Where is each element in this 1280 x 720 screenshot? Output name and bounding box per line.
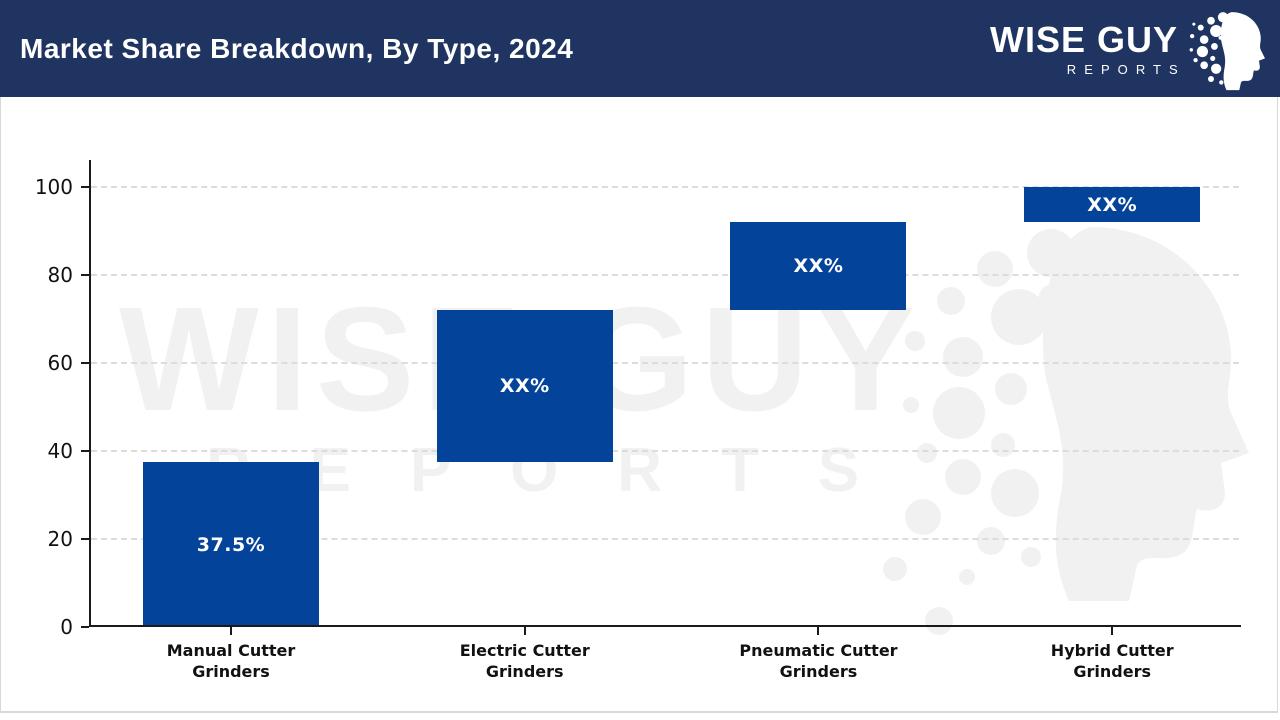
y-tick-40 — [81, 450, 89, 452]
header-bar: Market Share Breakdown, By Type, 2024 WI… — [0, 0, 1280, 97]
gridline-40 — [91, 450, 1239, 452]
gridline-60 — [91, 362, 1239, 364]
x-category-label: Electric Cutter Grinders — [459, 641, 590, 681]
watermark-head-icon — [883, 227, 1249, 635]
bar-value-label: XX% — [793, 255, 844, 278]
x-tick-3 — [1111, 627, 1114, 635]
y-tick-label: 60 — [47, 351, 73, 375]
bar-electric-cutter-grinders: XX% — [436, 310, 613, 462]
brand-text: WISE GUY REPORTS — [989, 18, 1178, 76]
chart-title: Market Share Breakdown, By Type, 2024 — [20, 32, 574, 64]
y-axis-line — [89, 160, 91, 627]
bar-hybrid-cutter-grinders: XX% — [1024, 187, 1201, 223]
x-category-label: Manual Cutter Grinders — [166, 641, 296, 681]
plot-area: 0 20 40 60 80 100 37.5% Manual Cutter Grinders X… — [35, 160, 1241, 681]
y-tick-label: 40 — [47, 439, 73, 463]
bar-value-label: XX% — [499, 375, 550, 398]
gridline-100 — [91, 186, 1239, 188]
x-axis-line — [89, 625, 1241, 627]
gridline-80 — [91, 274, 1239, 276]
x-tick-2 — [817, 627, 820, 635]
y-tick-60 — [81, 362, 89, 364]
bar-pneumatic-cutter-grinders: XX% — [730, 222, 907, 311]
x-tick-1 — [523, 627, 526, 635]
chart-area: WISE GUY REPORTS 0 20 40 60 80 100 37.5% Manual… — [0, 97, 1278, 713]
x-category-label: Pneumatic Cutter Grinders — [739, 641, 898, 681]
brand-head-icon — [1189, 11, 1265, 90]
brand-logo: WISE GUY REPORTS — [990, 7, 1266, 91]
y-tick-0 — [81, 626, 89, 628]
brand-name: WISE GUY — [989, 18, 1178, 60]
x-tick-0 — [230, 627, 232, 635]
y-tick-label: 0 — [60, 615, 73, 639]
bar-value-label: 37.5% — [196, 533, 266, 556]
y-tick-80 — [81, 274, 89, 276]
brand-subtitle: REPORTS — [1066, 61, 1186, 77]
x-category-label: Hybrid Cutter Grinders — [1050, 641, 1174, 681]
y-tick-20 — [81, 538, 89, 540]
bar-manual-cutter-grinders: 37.5% — [143, 462, 319, 627]
gridline-20 — [91, 538, 1239, 540]
y-tick-label: 100 — [34, 175, 73, 199]
bar-value-label: XX% — [1087, 193, 1138, 216]
y-tick-label: 80 — [47, 263, 73, 287]
y-tick-label: 20 — [47, 527, 73, 551]
y-tick-100 — [81, 186, 89, 188]
